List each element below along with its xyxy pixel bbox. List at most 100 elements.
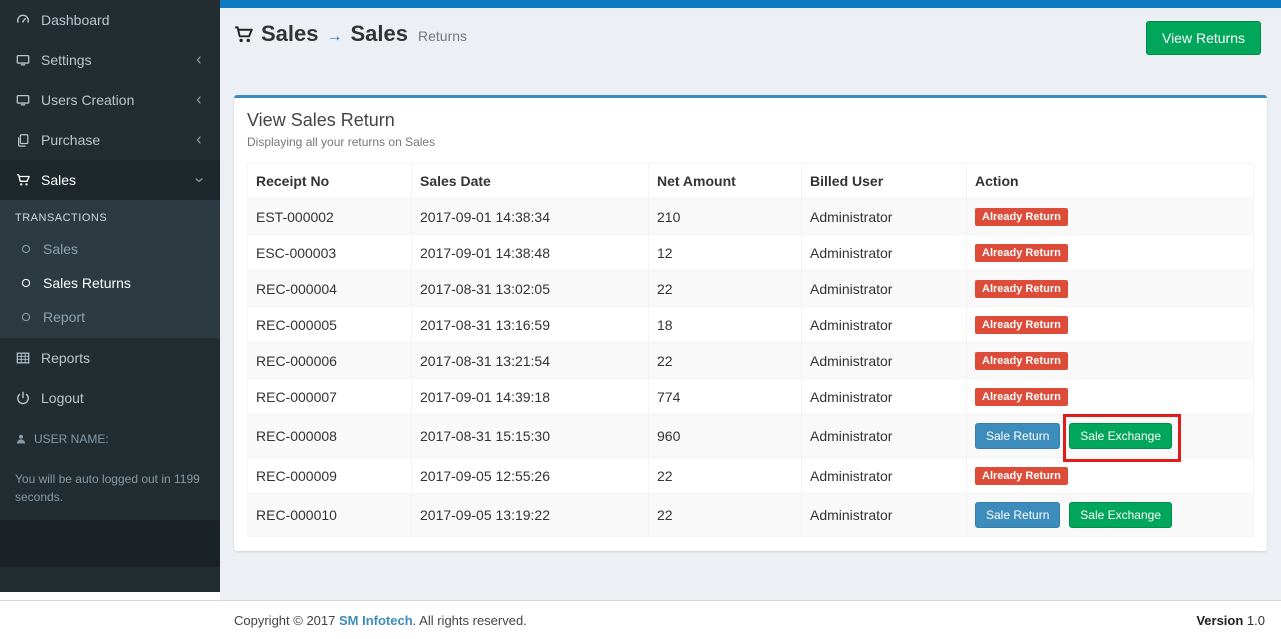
cell-action: Sale Return Sale Exchange bbox=[966, 414, 1254, 462]
cell-action: Already Return bbox=[966, 198, 1254, 235]
cell-billed-user: Administrator bbox=[801, 306, 967, 343]
dashboard-icon bbox=[15, 13, 31, 27]
sidebar-item-purchase[interactable]: Purchase bbox=[0, 120, 220, 160]
card-header: View Sales Return Displaying all your re… bbox=[234, 98, 1267, 153]
sidebar-item-users-creation[interactable]: Users Creation bbox=[0, 80, 220, 120]
desktop-icon bbox=[15, 93, 31, 107]
sales-submenu: TRANSACTIONS Sales Sales Returns Report bbox=[0, 200, 220, 338]
cell-billed-user: Administrator bbox=[801, 378, 967, 415]
col-billed-user: Billed User bbox=[801, 163, 967, 199]
cell-receipt: ESC-000003 bbox=[247, 234, 412, 271]
col-action: Action bbox=[966, 163, 1254, 199]
cell-net-amount: 22 bbox=[648, 270, 802, 307]
table-row: REC-000004 2017-08-31 13:02:05 22 Admini… bbox=[247, 270, 1254, 307]
cell-sales-date: 2017-08-31 13:02:05 bbox=[411, 270, 649, 307]
view-returns-button[interactable]: View Returns bbox=[1145, 21, 1261, 55]
user-name-label: USER NAME: bbox=[34, 432, 109, 446]
cell-sales-date: 2017-09-01 14:38:34 bbox=[411, 198, 649, 235]
chevron-left-icon bbox=[193, 134, 205, 146]
sale-return-button[interactable]: Sale Return bbox=[975, 423, 1061, 449]
col-sales-date: Sales Date bbox=[411, 163, 649, 199]
breadcrumb: Sales → Sales Returns bbox=[234, 21, 467, 47]
table-icon bbox=[15, 351, 31, 365]
table-row: ESC-000003 2017-09-01 14:38:48 12 Admini… bbox=[247, 234, 1254, 271]
cell-receipt: EST-000002 bbox=[247, 198, 412, 235]
power-icon bbox=[15, 391, 31, 405]
top-blue-bar bbox=[220, 0, 1281, 8]
cell-net-amount: 18 bbox=[648, 306, 802, 343]
sidebar: Dashboard Settings Users Creation Purcha… bbox=[0, 0, 220, 592]
sales-returns-table: Receipt No Sales Date Net Amount Billed … bbox=[247, 163, 1254, 537]
cell-sales-date: 2017-09-05 12:55:26 bbox=[411, 457, 649, 494]
copyright: Copyright © 2017 SM Infotech. All rights… bbox=[234, 613, 527, 628]
cell-net-amount: 22 bbox=[648, 342, 802, 379]
already-return-badge: Already Return bbox=[975, 352, 1068, 370]
copy-icon bbox=[15, 133, 31, 147]
chevron-left-icon bbox=[193, 94, 205, 106]
cell-action: Already Return bbox=[966, 378, 1254, 415]
version: Version 1.0 bbox=[1196, 613, 1265, 628]
cell-receipt: REC-000008 bbox=[247, 414, 412, 458]
circle-o-icon bbox=[20, 243, 34, 255]
cell-net-amount: 774 bbox=[648, 378, 802, 415]
sidebar-item-label: Purchase bbox=[41, 132, 101, 148]
sidebar-item-sales[interactable]: Sales bbox=[0, 160, 220, 200]
cell-receipt: REC-000005 bbox=[247, 306, 412, 343]
cell-net-amount: 210 bbox=[648, 198, 802, 235]
already-return-badge: Already Return bbox=[975, 316, 1068, 334]
card-title: View Sales Return bbox=[247, 110, 395, 130]
cell-billed-user: Administrator bbox=[801, 457, 967, 494]
already-return-badge: Already Return bbox=[975, 244, 1068, 262]
table-row: REC-000010 2017-09-05 13:19:22 22 Admini… bbox=[247, 493, 1254, 537]
version-value: 1.0 bbox=[1246, 612, 1265, 628]
cell-billed-user: Administrator bbox=[801, 414, 967, 458]
table-row: REC-000005 2017-08-31 13:16:59 18 Admini… bbox=[247, 306, 1254, 343]
already-return-badge: Already Return bbox=[975, 388, 1068, 406]
cell-billed-user: Administrator bbox=[801, 198, 967, 235]
cell-receipt: REC-000010 bbox=[247, 493, 412, 537]
cell-net-amount: 960 bbox=[648, 414, 802, 458]
sidebar-item-label: Reports bbox=[41, 350, 91, 366]
sidebar-item-label: Settings bbox=[41, 52, 92, 68]
cell-sales-date: 2017-08-31 13:21:54 bbox=[411, 342, 649, 379]
already-return-badge: Already Return bbox=[975, 208, 1068, 226]
cell-sales-date: 2017-09-01 14:38:48 bbox=[411, 234, 649, 271]
chevron-down-icon bbox=[193, 174, 205, 186]
sidebar-item-label: Sales Returns bbox=[43, 275, 131, 291]
circle-o-icon bbox=[20, 277, 34, 289]
sidebar-item-logout[interactable]: Logout bbox=[0, 378, 220, 418]
cell-receipt: REC-000009 bbox=[247, 457, 412, 494]
cell-billed-user: Administrator bbox=[801, 234, 967, 271]
table-row: REC-000008 2017-08-31 15:15:30 960 Admin… bbox=[247, 414, 1254, 462]
sidebar-section-transactions: TRANSACTIONS bbox=[15, 212, 108, 224]
breadcrumb-section: Sales bbox=[261, 21, 319, 46]
cell-sales-date: 2017-08-31 15:15:30 bbox=[411, 414, 649, 458]
brand-link[interactable]: SM Infotech bbox=[338, 612, 413, 628]
cell-net-amount: 22 bbox=[648, 493, 802, 537]
sidebar-item-sales-returns[interactable]: Sales Returns bbox=[0, 266, 220, 300]
sale-exchange-button[interactable]: Sale Exchange bbox=[1069, 423, 1172, 449]
sale-exchange-wrap: Sale Exchange bbox=[1063, 414, 1181, 462]
sidebar-item-report[interactable]: Report bbox=[0, 300, 220, 334]
footer: Copyright © 2017 SM Infotech. All rights… bbox=[0, 600, 1281, 639]
cell-billed-user: Administrator bbox=[801, 270, 967, 307]
cell-billed-user: Administrator bbox=[801, 342, 967, 379]
breadcrumb-arrow-icon: → bbox=[326, 28, 343, 45]
circle-o-icon bbox=[20, 311, 34, 323]
sidebar-item-dashboard[interactable]: Dashboard bbox=[0, 0, 220, 40]
sale-exchange-button[interactable]: Sale Exchange bbox=[1069, 502, 1172, 528]
cell-receipt: REC-000004 bbox=[247, 270, 412, 307]
cell-action: Already Return bbox=[966, 342, 1254, 379]
cart-icon bbox=[15, 173, 31, 187]
sidebar-item-settings[interactable]: Settings bbox=[0, 40, 220, 80]
cell-sales-date: 2017-09-05 13:19:22 bbox=[411, 493, 649, 537]
cell-billed-user: Administrator bbox=[801, 493, 967, 537]
table-row: REC-000009 2017-09-05 12:55:26 22 Admini… bbox=[247, 457, 1254, 494]
copyright-suffix: . All rights reserved. bbox=[412, 612, 527, 628]
sidebar-item-reports[interactable]: Reports bbox=[0, 338, 220, 378]
sales-return-card: View Sales Return Displaying all your re… bbox=[234, 95, 1267, 551]
sidebar-item-sales-transactions[interactable]: Sales bbox=[0, 232, 220, 266]
content-header: Sales → Sales Returns View Returns bbox=[220, 8, 1281, 55]
app: Dashboard Settings Users Creation Purcha… bbox=[0, 0, 1281, 600]
sale-return-button[interactable]: Sale Return bbox=[975, 502, 1061, 528]
